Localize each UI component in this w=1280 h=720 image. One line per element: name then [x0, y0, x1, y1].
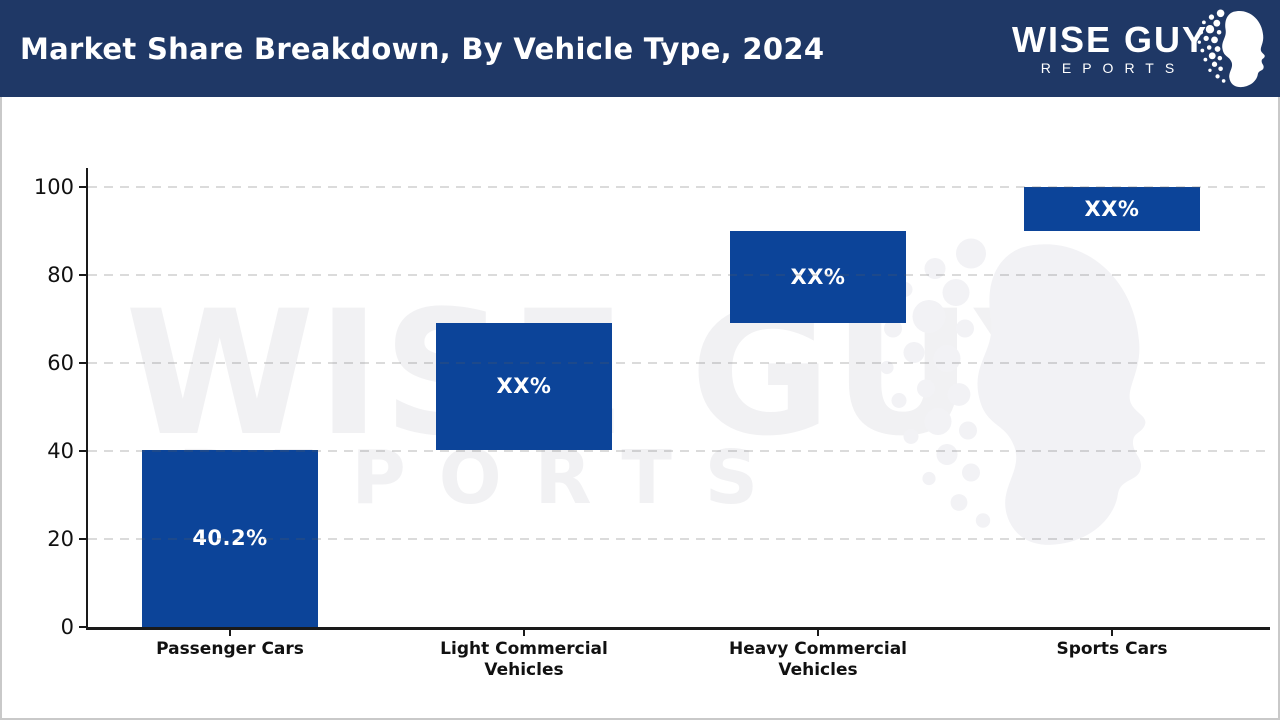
x-axis-tick-label: Passenger Cars	[156, 639, 304, 659]
gridline	[88, 361, 1268, 364]
page-border-right	[1278, 0, 1280, 720]
bar-value-label: XX%	[496, 374, 552, 399]
wiseguy-logo: WISE GUY REPORTS	[1012, 5, 1270, 92]
x-axis-tick	[817, 627, 819, 636]
wiseguy-logo-text: WISE GUY REPORTS	[1012, 21, 1208, 76]
x-axis-tick-label: Heavy Commercial Vehicles	[728, 639, 907, 680]
y-axis-tick-label: 100	[33, 174, 74, 199]
bar-value-label: XX%	[790, 264, 846, 289]
y-axis-tick-label: 0	[60, 615, 74, 639]
y-axis-tick	[79, 185, 88, 188]
bar-value-label: 40.2%	[192, 526, 268, 551]
x-axis-tick-label: Light Commercial Vehicles	[440, 639, 608, 680]
y-axis-tick-label: 60	[47, 350, 74, 375]
x-axis-line	[86, 627, 1270, 630]
y-axis-tick-label: 20	[47, 526, 74, 551]
bar-segment: 40.2%	[142, 449, 318, 627]
x-axis-tick	[1111, 627, 1113, 636]
y-axis-tick	[79, 626, 88, 628]
wiseguy-logo-sub: REPORTS	[1040, 59, 1186, 76]
y-axis-tick-label: 40	[47, 438, 74, 463]
page-border-bottom	[0, 718, 1280, 720]
x-axis-tick-label: Sports Cars	[1056, 639, 1168, 659]
gridline	[88, 273, 1268, 276]
gridline	[88, 537, 1268, 540]
gridline	[88, 185, 1268, 188]
page-border-left	[0, 0, 2, 720]
x-axis-tick	[523, 627, 525, 636]
bar-segment: XX%	[436, 323, 612, 450]
y-axis-tick	[79, 449, 88, 452]
x-axis-tick	[229, 627, 231, 636]
y-axis-tick	[79, 361, 88, 364]
bar-segment: XX%	[730, 230, 906, 324]
bar-segment: XX%	[1024, 186, 1200, 231]
bar-value-label: XX%	[1084, 196, 1140, 221]
y-axis-tick	[79, 537, 88, 540]
header-bar: Market Share Breakdown, By Vehicle Type,…	[0, 0, 1280, 97]
y-axis-tick-label: 80	[47, 262, 74, 287]
y-axis-line	[86, 168, 88, 629]
gridline	[88, 449, 1268, 452]
wiseguy-logo-name: WISE GUY	[1011, 19, 1208, 61]
page-title: Market Share Breakdown, By Vehicle Type,…	[20, 31, 825, 66]
y-axis-tick	[79, 273, 88, 276]
